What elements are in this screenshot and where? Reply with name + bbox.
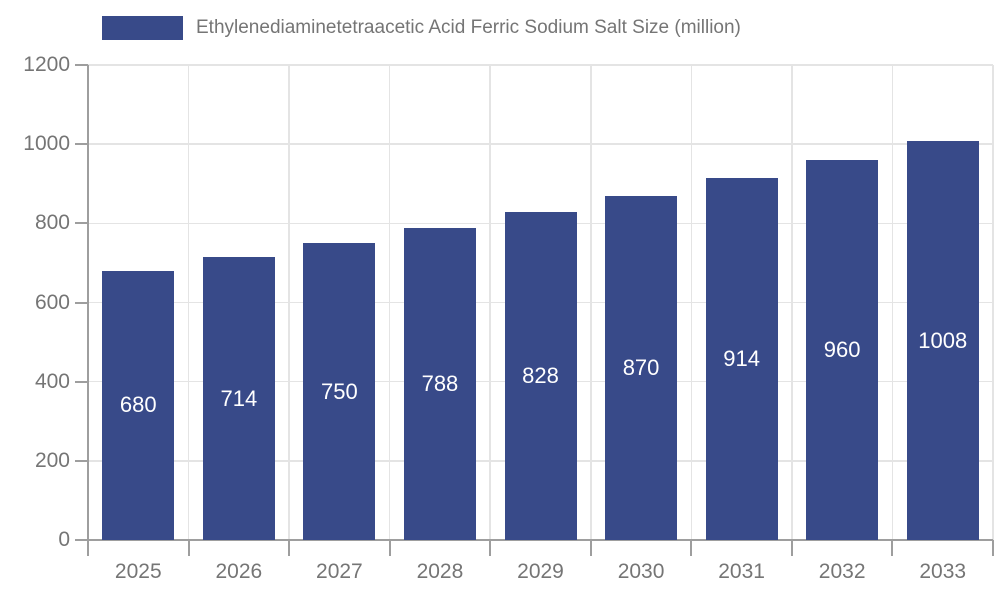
bar[interactable]: 714 bbox=[202, 257, 275, 540]
y-axis-tick bbox=[75, 222, 88, 225]
legend-label: Ethylenediaminetetraacetic Acid Ferric S… bbox=[196, 17, 741, 38]
gridline-horizontal bbox=[88, 64, 993, 66]
bar-value-label: 870 bbox=[622, 354, 660, 380]
bar-value-label: 750 bbox=[321, 378, 358, 404]
bar[interactable]: 870 bbox=[605, 195, 678, 540]
gridline-vertical bbox=[187, 65, 190, 540]
bar[interactable]: 788 bbox=[403, 228, 476, 540]
bar-value-label: 788 bbox=[421, 371, 459, 397]
gridline-vertical bbox=[590, 65, 592, 540]
x-axis-label: 2027 bbox=[316, 560, 363, 583]
x-axis-tick bbox=[388, 540, 391, 556]
bar[interactable]: 828 bbox=[504, 212, 577, 540]
legend-swatch-icon[interactable] bbox=[102, 16, 183, 40]
y-axis-label: 0 bbox=[58, 528, 70, 551]
gridline-vertical bbox=[992, 65, 994, 540]
x-axis-label: 2032 bbox=[818, 560, 866, 583]
x-axis-tick bbox=[992, 540, 994, 556]
y-axis-tick bbox=[75, 380, 88, 383]
y-axis-tick bbox=[75, 301, 88, 304]
bar-value-label: 914 bbox=[723, 346, 760, 372]
gridline-vertical bbox=[690, 65, 693, 540]
y-axis-label: 1000 bbox=[23, 132, 70, 156]
bar[interactable]: 1008 bbox=[906, 141, 979, 540]
x-axis-tick bbox=[589, 540, 592, 556]
y-axis-label: 800 bbox=[34, 211, 70, 235]
x-axis-tick bbox=[288, 540, 291, 556]
bar-value-label: 680 bbox=[119, 392, 157, 418]
x-axis-label: 2026 bbox=[215, 560, 263, 583]
bar[interactable]: 680 bbox=[102, 270, 175, 540]
bar[interactable]: 750 bbox=[303, 243, 376, 540]
x-axis-label: 2030 bbox=[617, 560, 665, 583]
y-axis-label: 400 bbox=[34, 369, 70, 393]
bar-value-label: 960 bbox=[823, 337, 861, 362]
gridline-vertical bbox=[891, 65, 894, 540]
bar-value-label: 1008 bbox=[918, 327, 968, 353]
y-axis-tick bbox=[75, 64, 88, 66]
x-axis-label: 2028 bbox=[416, 560, 464, 583]
y-axis-tick bbox=[75, 143, 88, 146]
x-axis-tick bbox=[87, 540, 89, 556]
bar[interactable]: 914 bbox=[705, 178, 778, 540]
x-axis-tick bbox=[891, 540, 894, 556]
x-axis-label: 2031 bbox=[718, 560, 765, 583]
bar-value-label: 714 bbox=[220, 385, 258, 411]
gridline-horizontal bbox=[88, 143, 993, 145]
gridline-vertical bbox=[388, 65, 391, 540]
gridline-vertical bbox=[791, 65, 793, 540]
legend[interactable]: Ethylenediaminetetraacetic Acid Ferric S… bbox=[102, 16, 741, 40]
x-axis-tick bbox=[790, 540, 793, 556]
x-axis-label: 2025 bbox=[114, 560, 162, 583]
bar-value-label: 828 bbox=[522, 363, 559, 389]
y-axis-label: 1200 bbox=[23, 53, 70, 76]
y-axis-line bbox=[87, 65, 89, 540]
x-axis-label: 2033 bbox=[919, 560, 967, 583]
gridline-vertical bbox=[489, 65, 491, 540]
x-axis-tick bbox=[690, 540, 693, 556]
bar[interactable]: 960 bbox=[806, 160, 879, 540]
y-axis-tick bbox=[75, 459, 88, 462]
gridline-vertical bbox=[288, 65, 290, 540]
y-axis-label: 200 bbox=[34, 448, 70, 472]
y-axis-label: 600 bbox=[34, 290, 70, 314]
x-axis-tick bbox=[187, 540, 190, 556]
x-axis-tick bbox=[489, 540, 492, 556]
x-axis-label: 2029 bbox=[517, 560, 564, 583]
x-axis-line bbox=[75, 539, 993, 541]
